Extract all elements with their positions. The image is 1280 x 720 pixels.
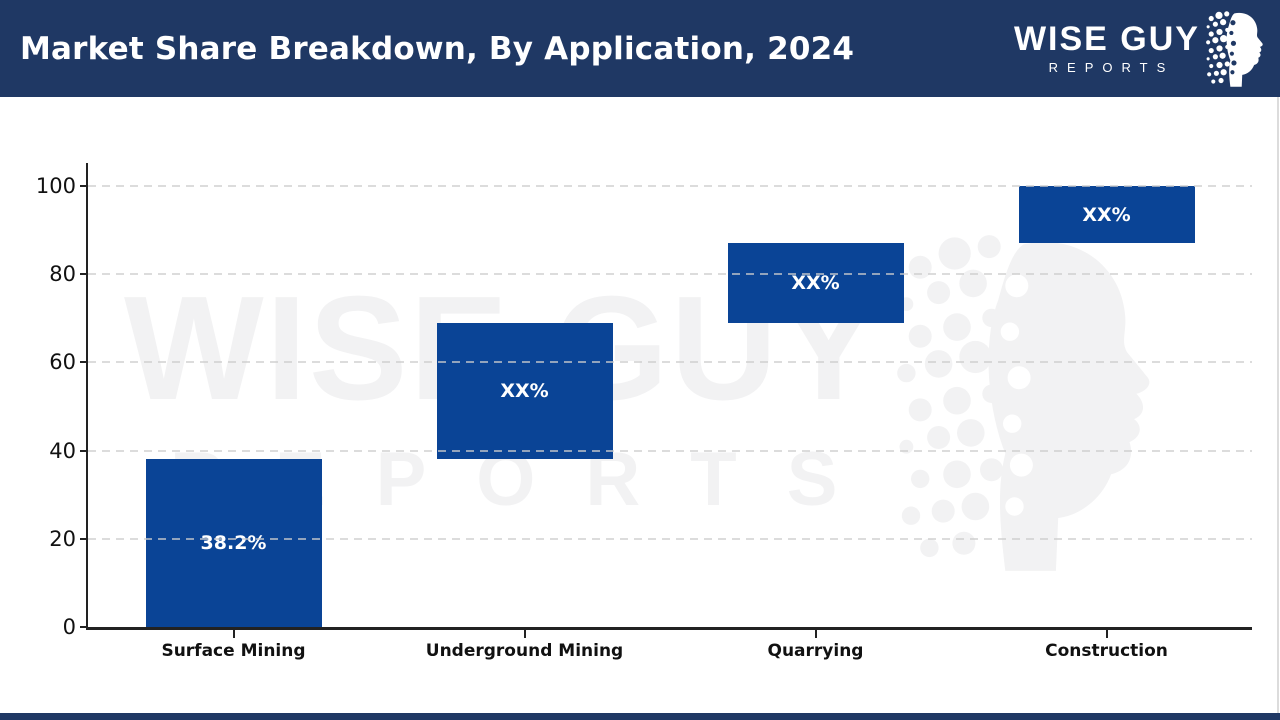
gridline-80 xyxy=(88,273,1252,276)
x-axis-category-label: Surface Mining xyxy=(161,641,306,661)
y-axis-tickmark xyxy=(80,626,88,628)
brand-name: WISE GUY xyxy=(1013,20,1200,58)
bar-surface-mining: 38.2% xyxy=(145,458,322,627)
right-edge-line xyxy=(1277,97,1279,713)
y-axis-tickmark xyxy=(80,537,88,540)
bars-layer: 38.2% XX% XX% XX% xyxy=(0,97,1280,713)
x-axis-tickmark xyxy=(1105,629,1108,638)
bar-value-label: XX% xyxy=(1082,203,1131,226)
bar-quarrying: XX% xyxy=(727,243,904,324)
x-axis-spine xyxy=(86,627,1252,630)
y-axis-tick-label: 60 xyxy=(49,350,76,375)
x-axis-tickmark xyxy=(232,629,235,638)
y-axis-tickmark xyxy=(80,273,88,276)
x-axis-category-label: Quarrying xyxy=(767,641,864,661)
page-title: Market Share Breakdown, By Application, … xyxy=(20,30,855,67)
y-axis-tickmark xyxy=(80,361,88,364)
gridline-60 xyxy=(88,361,1252,364)
dotted-head-profile-icon xyxy=(1204,10,1266,88)
y-axis-tick-label: 100 xyxy=(35,174,76,198)
y-axis-tick-label: 0 xyxy=(62,615,76,639)
brand-logo: WISE GUY REPORTS xyxy=(1014,10,1266,88)
axes-layer: 0 20 40 60 80 100 Surface Mining Underground Mi… xyxy=(0,97,1280,713)
y-axis-tickmark xyxy=(80,449,88,452)
bar-underground-mining: XX% xyxy=(436,323,613,459)
gridline-100 xyxy=(88,185,1252,187)
header: Market Share Breakdown, By Application, … xyxy=(0,0,1280,97)
footer-bar xyxy=(0,713,1280,720)
gridlines-layer xyxy=(0,97,1280,713)
chart-area: WISE GUY REPORTS 38.2% XX% XX% XX% 0 20 40 60 8… xyxy=(0,97,1280,713)
brand-logo-text: WISE GUY REPORTS xyxy=(1014,22,1200,75)
y-axis-tick-label: 20 xyxy=(49,526,76,551)
x-axis-category-label: Construction xyxy=(1045,641,1168,661)
gridline-20 xyxy=(88,537,1252,540)
y-axis-tickmark xyxy=(80,185,88,187)
x-axis-tickmark xyxy=(523,629,526,638)
y-axis-tick-label: 40 xyxy=(49,438,76,463)
gridline-40 xyxy=(88,449,1252,452)
bar-value-label: XX% xyxy=(500,379,549,402)
bar-value-label: XX% xyxy=(791,272,840,295)
x-axis-tickmark xyxy=(814,629,817,638)
y-axis-spine xyxy=(86,163,88,630)
brand-subtitle: REPORTS xyxy=(1048,60,1175,75)
x-axis-category-label: Underground Mining xyxy=(425,641,624,661)
bar-construction: XX% xyxy=(1018,186,1195,244)
dotted-head-profile-icon xyxy=(888,230,1164,576)
y-axis-tick-label: 80 xyxy=(49,262,76,287)
bar-value-label: 38.2% xyxy=(200,531,267,554)
